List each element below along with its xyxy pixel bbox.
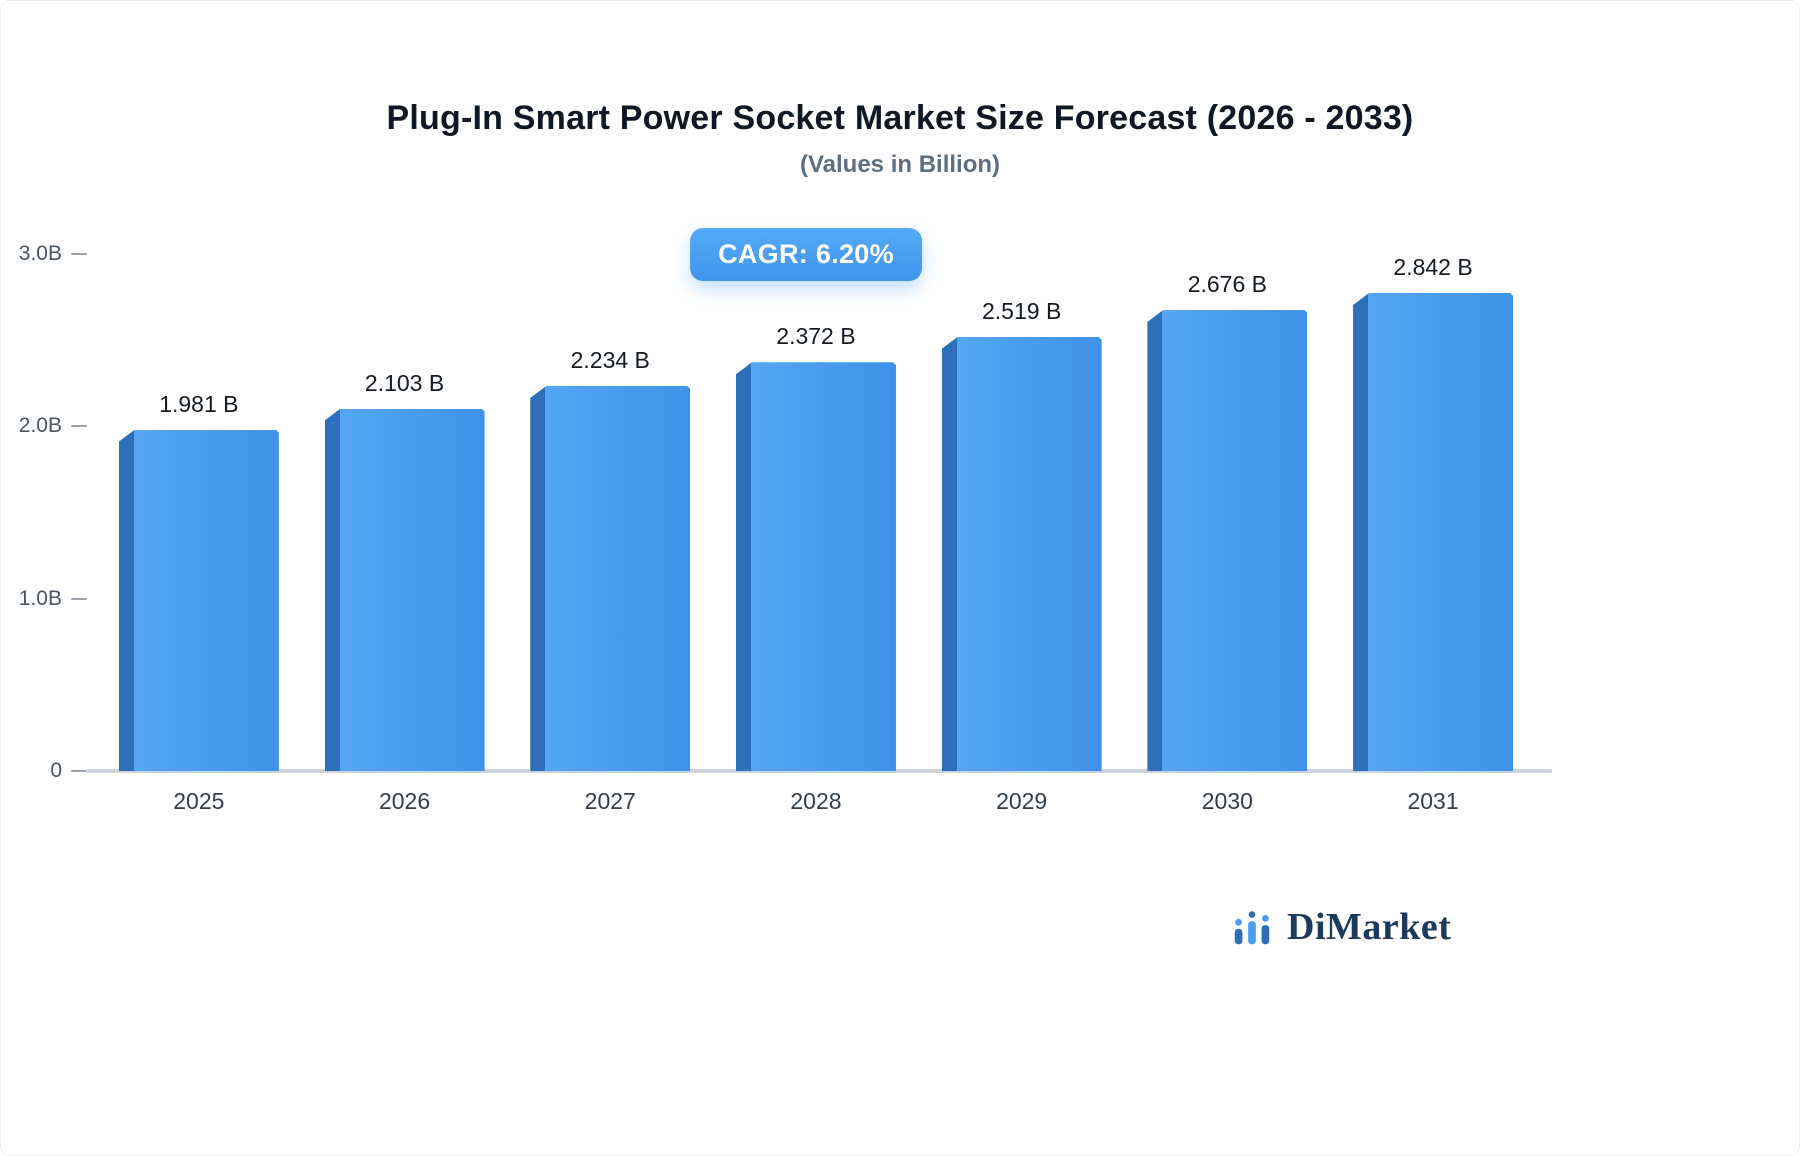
x-axis-label: 2031 xyxy=(1407,788,1459,814)
dimarket-logo-icon xyxy=(1234,911,1270,945)
dimarket-logo: DiMarket xyxy=(1229,904,1451,950)
x-axis-label: 2026 xyxy=(378,788,431,814)
bar-group: 2.372 B 2028 xyxy=(736,254,896,814)
plot-area: 1.981 B 2025 2.103 B 2026 2.234 B 2027 2.372 B… xyxy=(86,254,1552,814)
bar-value-label: 2.676 B xyxy=(1187,270,1267,297)
y-tick: 3.0B xyxy=(19,242,87,266)
bar-group: 2.676 B 2030 xyxy=(1147,254,1307,814)
x-axis-label: 2030 xyxy=(1201,788,1253,814)
bar-group: 2.103 B 2026 xyxy=(325,254,485,814)
bar-group: 2.519 B 2029 xyxy=(942,254,1102,814)
dimarket-logo-text: DiMarket xyxy=(1287,906,1452,948)
cagr-badge: CAGR: 6.20% xyxy=(690,228,922,281)
x-axis-label: 2029 xyxy=(996,788,1048,814)
y-tick: 0 xyxy=(50,759,87,783)
y-tick: 1.0B xyxy=(19,587,87,611)
bar xyxy=(1353,293,1513,771)
y-tick-label: 0 xyxy=(50,759,62,782)
bar xyxy=(119,430,279,771)
y-tick: 2.0B xyxy=(19,414,87,438)
chart-title: Plug-In Smart Power Socket Market Size F… xyxy=(386,99,1414,137)
bar xyxy=(942,337,1102,771)
y-tick-label: 1.0B xyxy=(18,586,62,610)
y-tick-mark xyxy=(71,253,87,255)
bar-value-label: 2.372 B xyxy=(776,323,856,350)
y-tick-mark xyxy=(71,425,87,428)
y-axis: 0 1.0B 2.0B 3.0B xyxy=(1,242,87,782)
bar-chart: 0 1.0B 2.0B 3.0B 1.981 B 2025 2.103 B 2026 2.23… xyxy=(19,242,1552,814)
bar-value-label: 2.842 B xyxy=(1393,254,1473,280)
bar-value-label: 2.234 B xyxy=(570,347,650,374)
bar-group: 2.234 B 2027 xyxy=(530,254,690,814)
x-axis-line xyxy=(86,769,1552,773)
bar xyxy=(530,386,690,771)
y-tick-mark xyxy=(71,770,87,772)
x-axis-label: 2027 xyxy=(584,788,636,814)
bar xyxy=(325,409,485,771)
bar-group: 1.981 B 2025 xyxy=(119,254,279,814)
chart-subtitle: (Values in Billion) xyxy=(799,151,1001,178)
y-tick-label: 2.0B xyxy=(18,414,62,438)
bar-value-label: 1.981 B xyxy=(159,390,239,417)
bar-group: 2.842 B 2031 xyxy=(1353,254,1513,814)
bar xyxy=(736,362,896,771)
y-tick-label: 3.0B xyxy=(18,242,62,265)
cagr-badge-label: CAGR: 6.20% xyxy=(718,239,894,269)
y-tick-mark xyxy=(71,597,87,600)
bar xyxy=(1147,310,1307,771)
x-axis-label: 2025 xyxy=(173,788,225,814)
bar-value-label: 2.103 B xyxy=(364,369,445,396)
x-axis-label: 2028 xyxy=(790,788,842,814)
bar-value-label: 2.519 B xyxy=(982,297,1062,324)
